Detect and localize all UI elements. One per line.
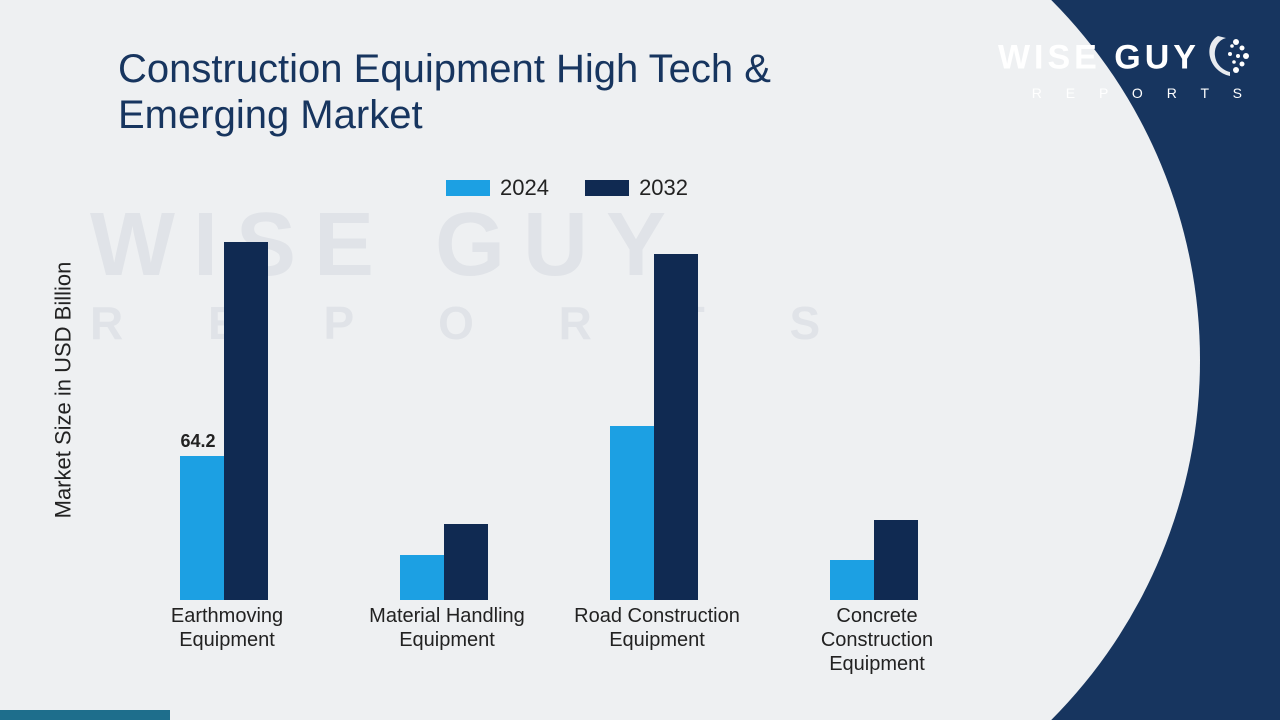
report-slide: WISE GUY R E P O R T S Construction Equi… bbox=[0, 0, 1280, 720]
bar-group bbox=[822, 180, 932, 600]
category-label: Road Construction Equipment bbox=[567, 604, 747, 652]
brand-logo: WISE GUY R E P O R T S bbox=[998, 32, 1252, 101]
brand-line1: WISE GUY bbox=[998, 38, 1200, 76]
bar bbox=[654, 254, 698, 600]
category-label: Concrete Construction Equipment bbox=[787, 604, 967, 676]
head-icon bbox=[1206, 32, 1252, 87]
bar-group bbox=[392, 180, 502, 600]
accent-bar bbox=[0, 710, 170, 720]
bar bbox=[610, 426, 654, 600]
bar bbox=[224, 242, 268, 600]
bar bbox=[400, 555, 444, 600]
x-axis-labels: Earthmoving Equipment Material Handling E… bbox=[112, 604, 992, 684]
category-label: Earthmoving Equipment bbox=[137, 604, 317, 652]
bar-group: 64.2 bbox=[172, 180, 282, 600]
legend-label-2024: 2024 bbox=[500, 175, 549, 200]
bar-chart: Market Size in USD Billion 2024 2032 64.… bbox=[48, 180, 1008, 690]
category-label: Material Handling Equipment bbox=[357, 604, 537, 652]
bar bbox=[830, 560, 874, 600]
bar bbox=[444, 524, 488, 600]
bar bbox=[180, 456, 224, 600]
plot-area: 2024 2032 64.2 bbox=[112, 180, 992, 600]
brand-line2: R E P O R T S bbox=[998, 85, 1252, 101]
bar-group bbox=[602, 180, 712, 600]
bar bbox=[874, 520, 918, 600]
y-axis-label: Market Size in USD Billion bbox=[48, 180, 78, 600]
chart-title: Construction Equipment High Tech & Emerg… bbox=[118, 46, 838, 138]
bar-value-label: 64.2 bbox=[168, 431, 228, 452]
